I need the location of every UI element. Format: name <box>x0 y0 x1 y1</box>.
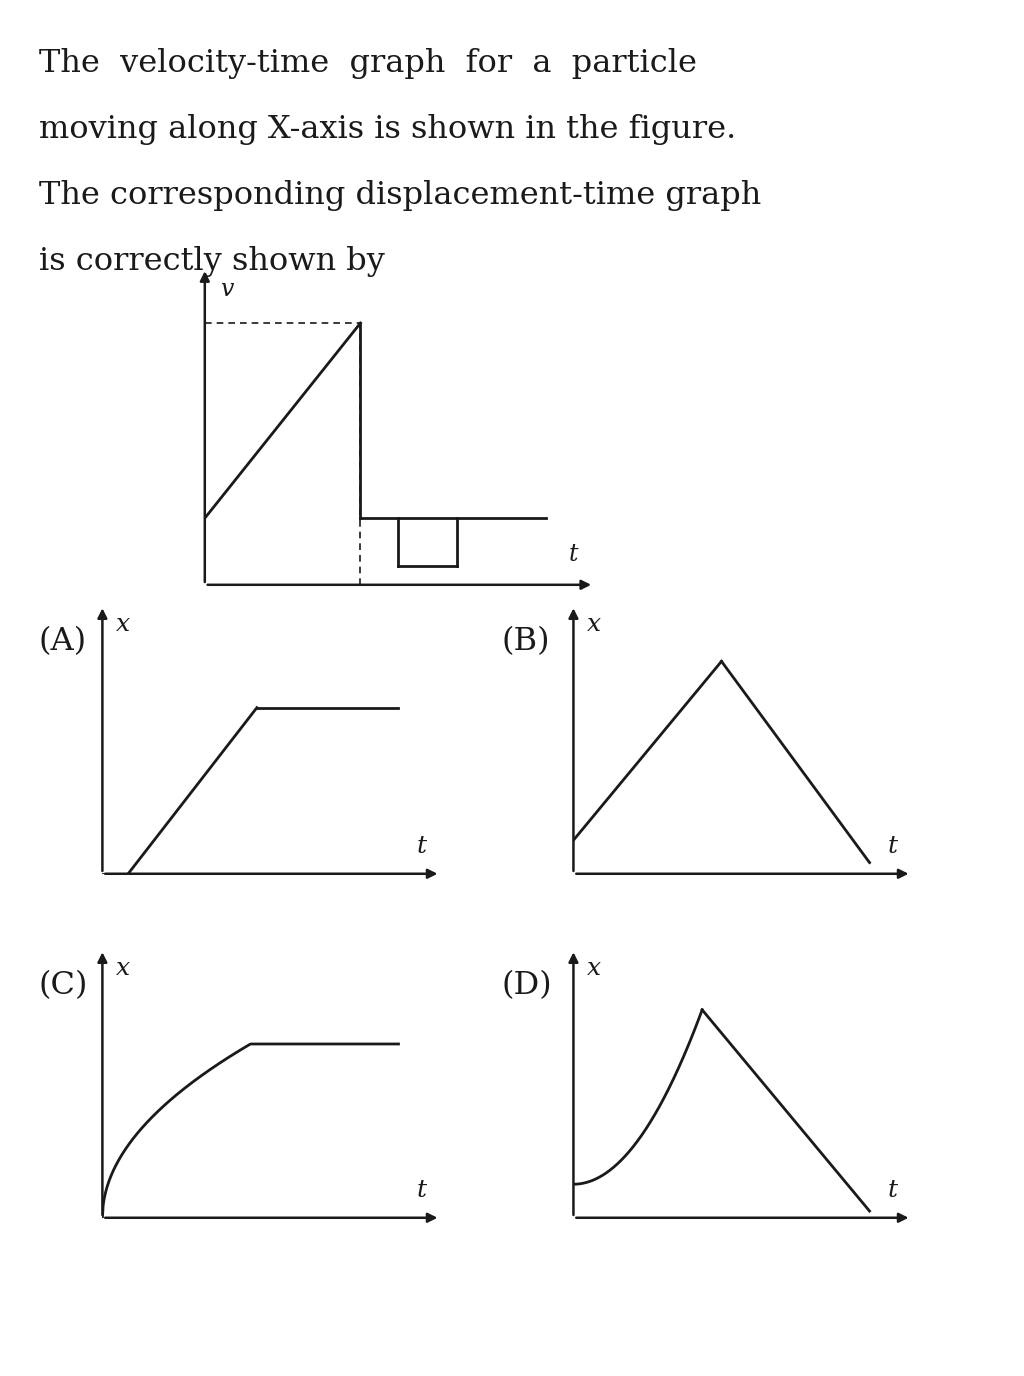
Text: The  velocity-time  graph  for  a  particle: The velocity-time graph for a particle <box>39 48 697 80</box>
Text: is correctly shown by: is correctly shown by <box>39 246 385 278</box>
Text: t: t <box>888 1179 898 1201</box>
Text: (C): (C) <box>39 970 88 1002</box>
Text: (B): (B) <box>502 626 550 658</box>
Text: t: t <box>417 835 427 857</box>
Text: t: t <box>417 1179 427 1201</box>
Text: (A): (A) <box>39 626 87 658</box>
Text: v: v <box>220 278 233 301</box>
Text: x: x <box>116 958 130 981</box>
Text: moving along X-axis is shown in the figure.: moving along X-axis is shown in the figu… <box>39 114 736 146</box>
Text: (D): (D) <box>502 970 552 1002</box>
Text: The corresponding displacement-time graph: The corresponding displacement-time grap… <box>39 180 761 212</box>
Text: t: t <box>569 542 579 566</box>
Text: x: x <box>116 614 130 637</box>
Text: x: x <box>587 614 601 637</box>
Text: x: x <box>587 958 601 981</box>
Text: t: t <box>888 835 898 857</box>
